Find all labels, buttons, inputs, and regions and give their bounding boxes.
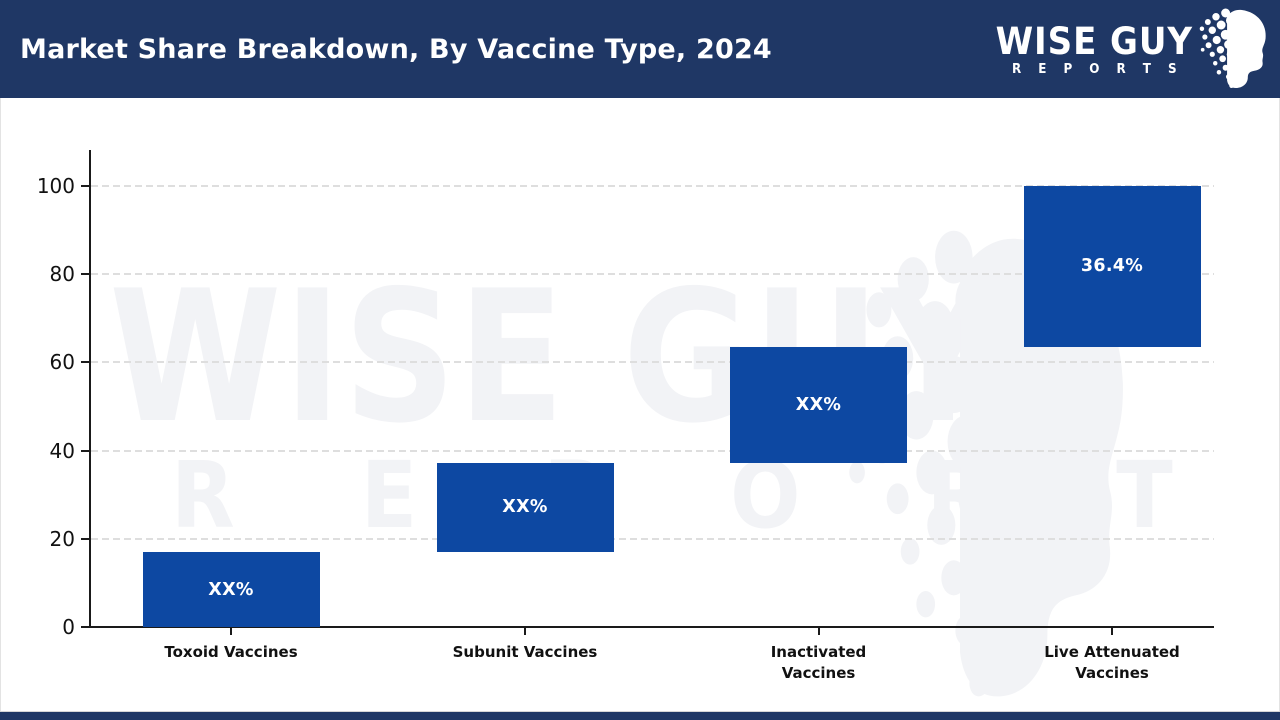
bar-value-label: XX% — [795, 394, 842, 415]
watermark-face-icon — [844, 230, 1123, 697]
category-label-4: Live Attenuated Vaccines — [1044, 643, 1180, 682]
brand-wordmark: WISE GUY R E P O R T S — [996, 23, 1193, 76]
y-tick-mark-20 — [81, 537, 89, 540]
header: Market Share Breakdown, By Vaccine Type,… — [0, 0, 1280, 98]
page-title: Market Share Breakdown, By Vaccine Type,… — [20, 33, 772, 65]
y-tick-mark-80 — [81, 273, 89, 276]
gridline-40 — [91, 449, 1214, 452]
x-tick-mark-4 — [1111, 627, 1113, 635]
brand-name-label: WISE GUY — [995, 19, 1194, 63]
bar-value-label: XX% — [208, 579, 254, 600]
gridline-100 — [91, 185, 1214, 187]
category-label-2: Subunit Vaccines — [452, 643, 598, 661]
x-tick-mark-2 — [524, 627, 526, 635]
y-tick-label-80: 80 — [49, 262, 75, 287]
y-tick-mark-100 — [81, 185, 89, 187]
plot-area: 0 20 40 60 80 100 XX% XX% XX% 36.4% Toxoid Vaccine… — [37, 150, 1214, 682]
gridline-20 — [91, 537, 1214, 540]
bottom-divider — [0, 711, 1280, 712]
y-tick-label-40: 40 — [49, 438, 75, 463]
y-tick-mark-0 — [81, 626, 89, 628]
gridline-60 — [91, 361, 1214, 364]
brand-face-icon — [1199, 8, 1266, 89]
bar-value-label: XX% — [502, 497, 548, 518]
y-tick-label-100: 100 — [36, 174, 75, 198]
bar-1: XX% — [142, 552, 320, 627]
y-tick-label-60: 60 — [49, 350, 75, 375]
y-tick-mark-60 — [81, 361, 89, 364]
y-tick-label-20: 20 — [49, 526, 75, 551]
x-tick-mark-1 — [230, 627, 232, 635]
x-axis-spine — [84, 626, 1214, 628]
brand-reports-label: R E P O R T S — [1012, 61, 1184, 77]
category-label-3: Inactivated Vaccines — [770, 643, 867, 682]
bar-value-label: 36.4% — [1080, 256, 1144, 277]
y-axis-spine — [89, 150, 91, 628]
bar-4: 36.4% — [1023, 186, 1201, 347]
gridline-80 — [91, 273, 1214, 276]
x-tick-mark-3 — [817, 627, 820, 635]
y-tick-label-0: 0 — [62, 615, 75, 639]
footer-bar — [0, 712, 1280, 720]
bar-2: XX% — [436, 462, 614, 553]
bar-3: XX% — [730, 346, 907, 463]
y-tick-mark-40 — [81, 449, 89, 452]
category-label-1: Toxoid Vaccines — [164, 643, 298, 661]
chart-area: WISE GUY R E P O R T S 020406080100XX%XX… — [0, 98, 1280, 712]
brand-logo: WISE GUY R E P O R T S — [987, 6, 1270, 92]
